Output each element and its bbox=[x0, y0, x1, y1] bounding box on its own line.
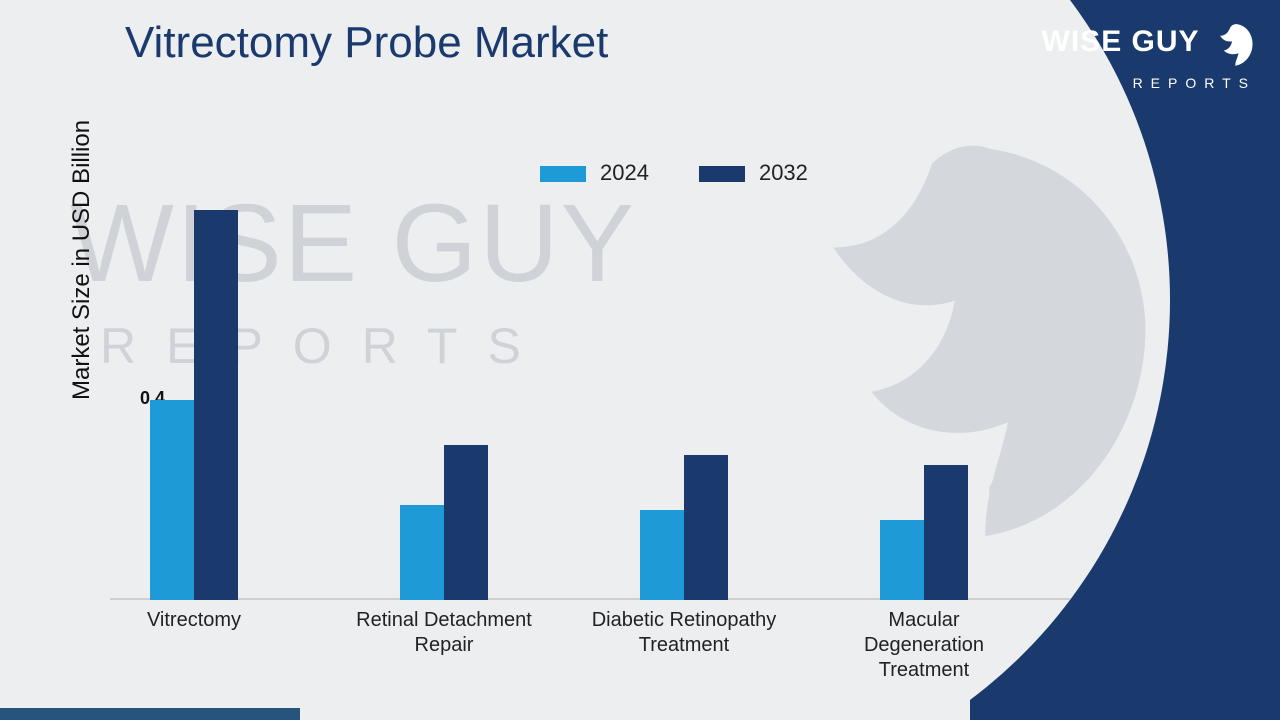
bar bbox=[150, 400, 194, 600]
bar bbox=[444, 445, 488, 600]
legend-label: 2024 bbox=[600, 160, 649, 185]
legend-item: 2032 bbox=[699, 160, 808, 186]
plot-area: 0.4VitrectomyRetinal Detachment RepairDi… bbox=[110, 200, 1070, 600]
brand-line1: WISE GUY bbox=[1042, 25, 1200, 58]
bottom-strip bbox=[0, 708, 300, 720]
legend-swatch bbox=[540, 166, 586, 182]
x-tick-label: Retinal Detachment Repair bbox=[349, 608, 539, 658]
brand-head-icon bbox=[1210, 22, 1256, 72]
report-graphic: WISE GUY REPORTS WISE GUY REPORTS bbox=[0, 0, 1280, 720]
legend-item: 2024 bbox=[540, 160, 649, 186]
x-tick-label: Diabetic Retinopathy Treatment bbox=[589, 608, 779, 658]
bar-group: Retinal Detachment Repair bbox=[400, 445, 488, 600]
x-tick-label: Macular Degeneration Treatment bbox=[829, 608, 1019, 683]
legend-label: 2032 bbox=[759, 160, 808, 185]
bar bbox=[880, 520, 924, 600]
y-axis-label: Market Size in USD Billion bbox=[68, 120, 96, 400]
bar bbox=[684, 455, 728, 600]
legend: 2024 2032 bbox=[540, 160, 808, 186]
bar bbox=[400, 505, 444, 600]
brand-logo: WISE GUY REPORTS bbox=[1042, 22, 1256, 90]
bar-group: Macular Degeneration Treatment bbox=[880, 465, 968, 600]
bar-group: Diabetic Retinopathy Treatment bbox=[640, 455, 728, 600]
bar bbox=[924, 465, 968, 600]
bar bbox=[640, 510, 684, 600]
bar bbox=[194, 210, 238, 600]
legend-swatch bbox=[699, 166, 745, 182]
brand-line2: REPORTS bbox=[1042, 76, 1256, 90]
bar-group: Vitrectomy bbox=[150, 210, 238, 600]
chart-title: Vitrectomy Probe Market bbox=[125, 18, 608, 68]
x-tick-label: Vitrectomy bbox=[99, 608, 289, 633]
